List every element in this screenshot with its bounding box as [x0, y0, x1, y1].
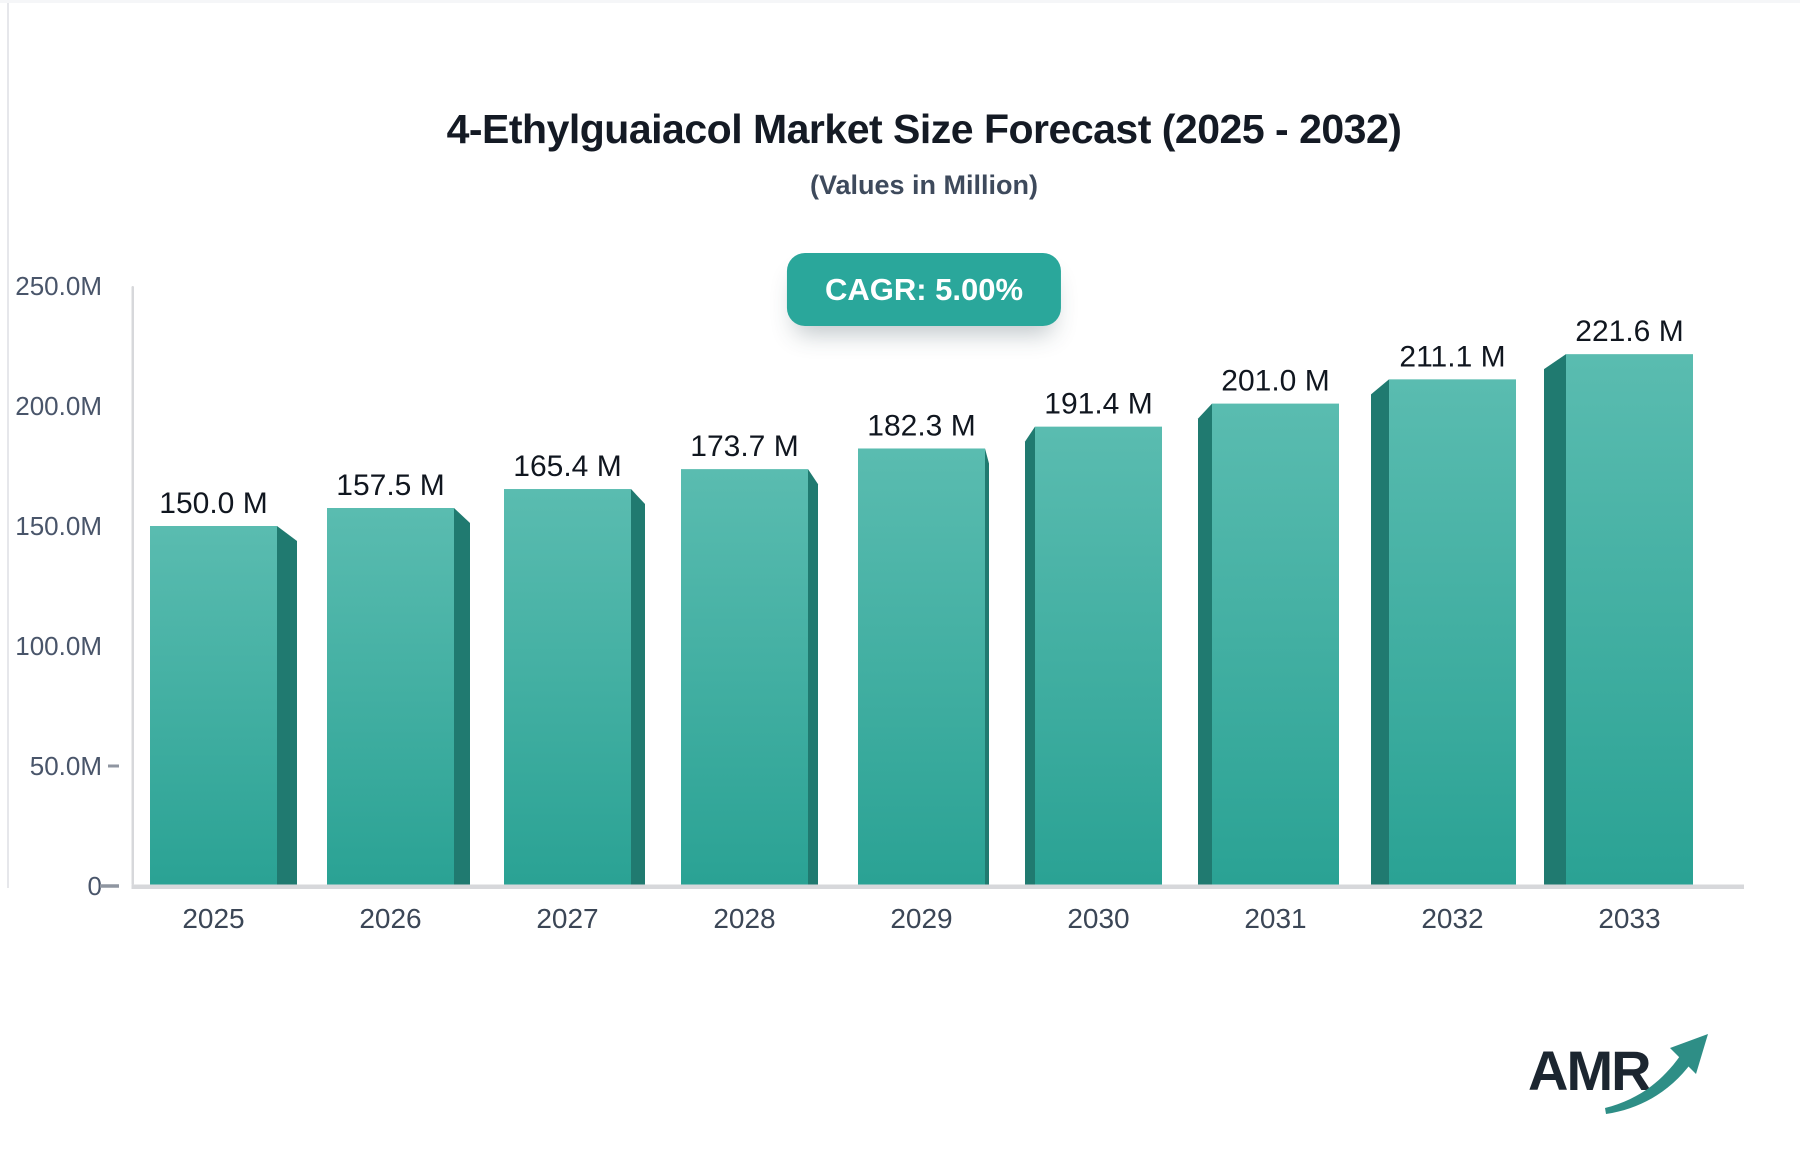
- bar-value-label-2030: 191.4 M: [1044, 388, 1152, 421]
- y-tick-label-0: 0: [88, 871, 102, 901]
- bar-2030[interactable]: [1035, 426, 1162, 885]
- bar-2033[interactable]: [1566, 354, 1693, 885]
- bar-value-label-2032: 211.1 M: [1399, 340, 1505, 373]
- chart-subtitle: (Values in Million): [809, 170, 1039, 200]
- chart-title: 4-Ethylguaiacol Market Size Forecast (20…: [446, 106, 1402, 152]
- bar-side-2027: [631, 489, 645, 885]
- x-tick-label-2031: 2031: [1244, 903, 1306, 934]
- amr-logo-text: AMR: [1528, 1039, 1652, 1102]
- bar-side-2026: [454, 508, 470, 885]
- bar-side-2032: [1371, 379, 1389, 885]
- bar-side-2025: [277, 526, 297, 885]
- x-tick-label-2027: 2027: [536, 903, 598, 934]
- bar-value-label-2026: 157.5 M: [336, 469, 444, 502]
- bar-side-2030: [1025, 426, 1035, 885]
- bar-2031[interactable]: [1212, 403, 1339, 885]
- x-tick-label-2033: 2033: [1598, 903, 1660, 934]
- bar-2025[interactable]: [150, 526, 277, 885]
- amr-logo-arrow-icon: [1605, 1034, 1708, 1114]
- cagr-badge: CAGR: 5.00%: [786, 253, 1062, 326]
- y-tick-label-100.0M: 100.0M: [15, 631, 102, 661]
- page-border-top: [0, 0, 1800, 3]
- x-tick-label-2029: 2029: [890, 903, 952, 934]
- x-tick-label-2030: 2030: [1067, 903, 1129, 934]
- x-axis-line: [131, 884, 1744, 889]
- bar-2027[interactable]: [504, 489, 631, 885]
- bar-value-label-2031: 201.0 M: [1221, 365, 1329, 398]
- amr-logo: AMR: [1528, 1034, 1728, 1138]
- bar-2032[interactable]: [1389, 379, 1516, 885]
- y-tick-label-250.0M: 250.0M: [15, 271, 102, 301]
- bar-side-2028: [808, 469, 818, 885]
- bar-value-label-2028: 173.7 M: [690, 430, 798, 463]
- y-axis-line: [131, 286, 134, 885]
- bar-value-label-2027: 165.4 M: [513, 450, 621, 483]
- x-tick-label-2032: 2032: [1421, 903, 1483, 934]
- y-tick-label-200.0M: 200.0M: [15, 391, 102, 421]
- x-tick-label-2025: 2025: [182, 903, 244, 934]
- bar-2029[interactable]: [858, 448, 985, 885]
- x-tick-label-2028: 2028: [713, 903, 775, 934]
- bar-2028[interactable]: [681, 469, 808, 885]
- bar-side-2031: [1198, 403, 1212, 885]
- bar-side-2029: [985, 448, 989, 885]
- bar-2026[interactable]: [327, 508, 454, 885]
- y-tick-label-150.0M: 150.0M: [15, 511, 102, 541]
- bar-value-label-2025: 150.0 M: [159, 487, 267, 520]
- bar-side-2033: [1544, 354, 1566, 885]
- x-tick-label-2026: 2026: [359, 903, 421, 934]
- bar-value-label-2029: 182.3 M: [867, 409, 975, 442]
- bar-value-label-2033: 221.6 M: [1575, 315, 1683, 348]
- page-border-left: [7, 3, 9, 888]
- y-tick-label-50.0M: 50.0M: [30, 751, 102, 781]
